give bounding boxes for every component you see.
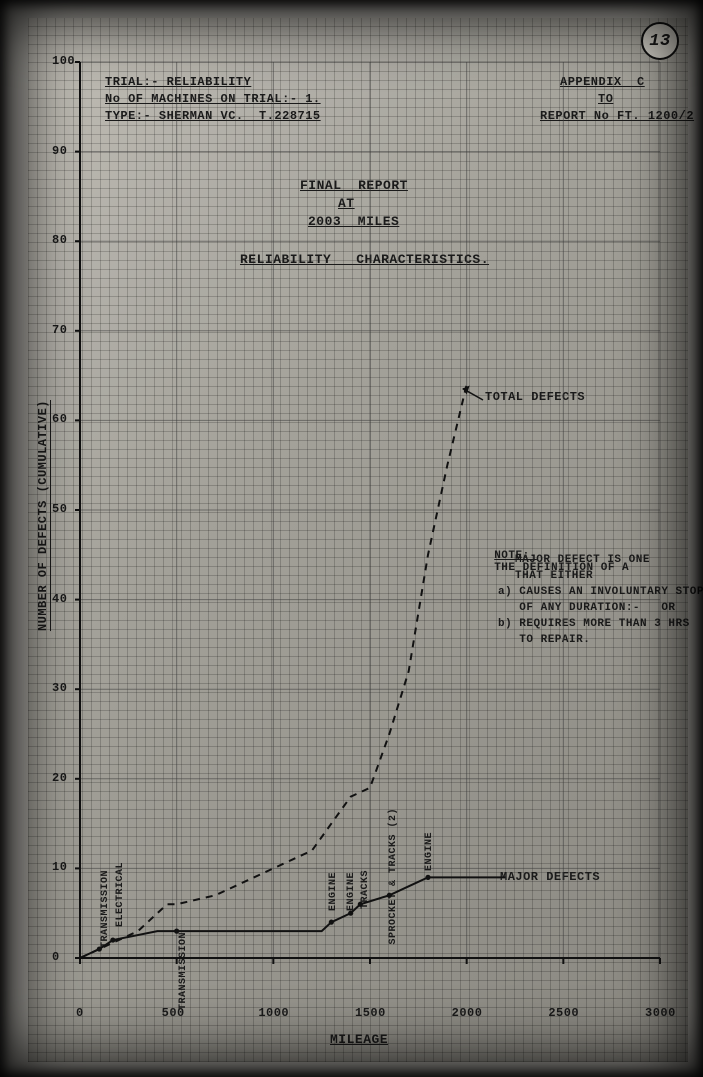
x-tick: 2500 [548, 1006, 579, 1020]
y-tick: 60 [52, 412, 67, 426]
y-tick: 10 [52, 860, 67, 874]
y-tick: 30 [52, 681, 67, 695]
x-tick: 1000 [258, 1006, 289, 1020]
y-tick: 20 [52, 771, 67, 785]
x-tick: 1500 [355, 1006, 386, 1020]
x-tick: 500 [162, 1006, 185, 1020]
y-tick: 50 [52, 502, 67, 516]
y-tick: 0 [52, 950, 60, 964]
x-tick: 3000 [645, 1006, 676, 1020]
x-tick: 0 [76, 1006, 84, 1020]
y-tick: 100 [52, 54, 75, 68]
y-tick: 90 [52, 144, 67, 158]
y-tick: 40 [52, 592, 67, 606]
chart-plot [0, 0, 703, 1077]
x-tick: 2000 [452, 1006, 483, 1020]
y-tick: 80 [52, 233, 67, 247]
y-tick: 70 [52, 323, 67, 337]
